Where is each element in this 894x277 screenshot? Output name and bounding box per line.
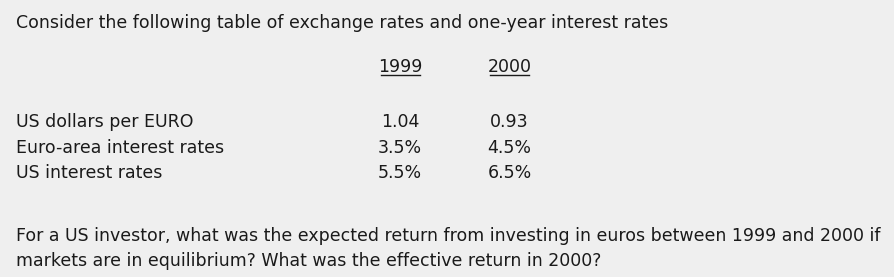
Text: 5.5%: 5.5% (378, 165, 422, 183)
Text: 1.04: 1.04 (381, 113, 419, 131)
Text: 1999: 1999 (378, 58, 422, 76)
Text: US dollars per EURO: US dollars per EURO (15, 113, 193, 131)
Text: 0.93: 0.93 (490, 113, 529, 131)
Text: Consider the following table of exchange rates and one-year interest rates: Consider the following table of exchange… (15, 14, 668, 32)
Text: 4.5%: 4.5% (487, 139, 532, 157)
Text: 2000: 2000 (487, 58, 532, 76)
Text: US interest rates: US interest rates (15, 165, 162, 183)
Text: 3.5%: 3.5% (378, 139, 422, 157)
Text: 6.5%: 6.5% (487, 165, 532, 183)
Text: For a US investor, what was the expected return from investing in euros between : For a US investor, what was the expected… (15, 227, 880, 270)
Text: Euro-area interest rates: Euro-area interest rates (15, 139, 224, 157)
